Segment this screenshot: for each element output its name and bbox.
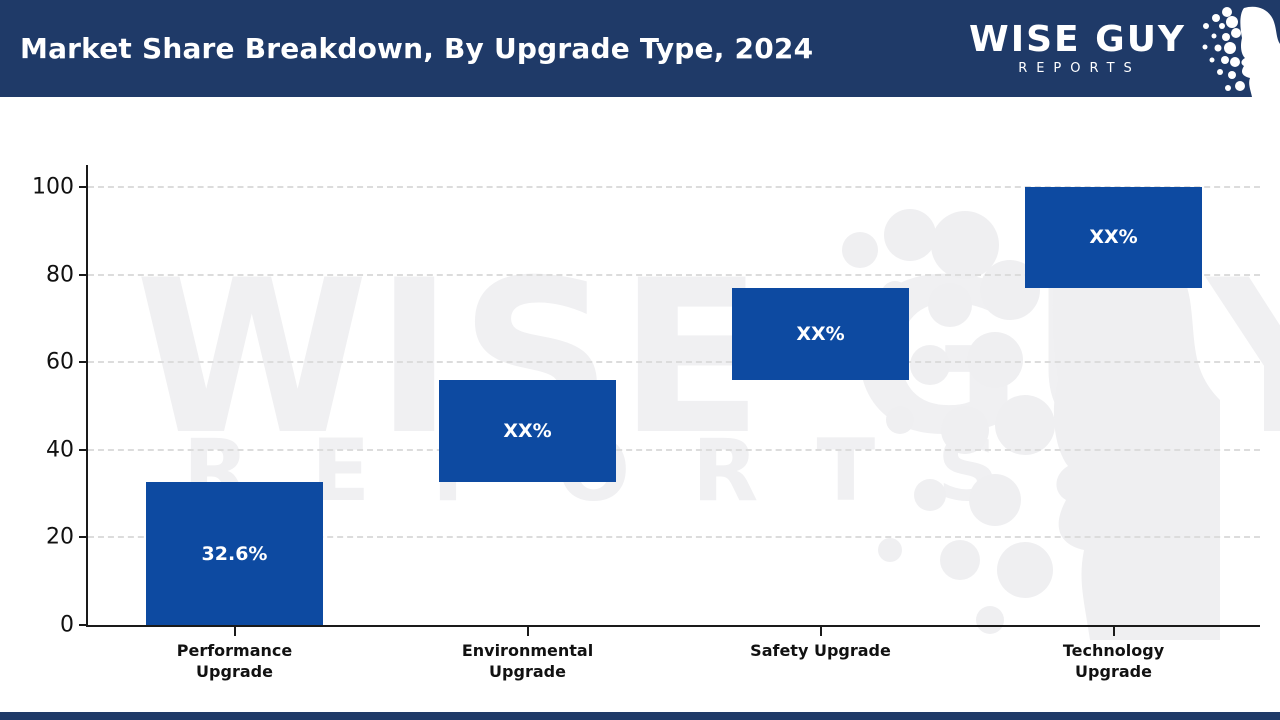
- x-tick-2: [819, 627, 822, 636]
- x-tick-1: [526, 627, 529, 636]
- y-tick-label-100: 100: [32, 174, 74, 200]
- y-tick-label-60: 60: [46, 349, 74, 375]
- footer-bar: [0, 712, 1280, 720]
- y-tick-80: [79, 273, 88, 276]
- x-tick-0: [233, 627, 236, 636]
- gridline-100: [88, 186, 1260, 188]
- category-label-2: Safety Upgrade: [750, 641, 891, 660]
- gridline-60: [88, 361, 1260, 364]
- y-tick-label-40: 40: [46, 437, 74, 463]
- y-tick-100: [79, 186, 88, 188]
- brand-logo: WISE GUY REPORTS: [969, 0, 1280, 97]
- y-tick-label-0: 0: [60, 612, 74, 638]
- y-tick-60: [79, 361, 88, 364]
- gridline-40: [88, 448, 1260, 451]
- y-tick-40: [79, 448, 88, 451]
- y-tick-label-20: 20: [46, 524, 74, 550]
- page-title: Market Share Breakdown, By Upgrade Type,…: [20, 32, 814, 65]
- category-label-3: Technology Upgrade: [1062, 641, 1165, 681]
- gridline-80: [88, 273, 1260, 276]
- bar-value-label: XX%: [796, 322, 845, 345]
- y-tick-0: [79, 624, 88, 626]
- header-bar: Market Share Breakdown, By Upgrade Type,…: [0, 0, 1280, 97]
- y-tick-label-80: 80: [46, 262, 74, 288]
- bar-environmental-upgrade[interactable]: XX%: [439, 379, 616, 483]
- brand-wordmark: WISE GUY REPORTS: [968, 18, 1186, 76]
- bar-value-label: XX%: [1089, 226, 1138, 249]
- y-axis: [86, 165, 88, 627]
- x-axis: [86, 625, 1260, 627]
- category-label-1: Environmental Upgrade: [461, 641, 594, 681]
- gridline-20: [88, 536, 1260, 539]
- brand-name: WISE GUY: [968, 18, 1186, 60]
- bar-performance-upgrade[interactable]: 32.6%: [146, 482, 323, 625]
- category-label-0: Performance Upgrade: [176, 641, 293, 681]
- bar-technology-upgrade[interactable]: XX%: [1025, 187, 1202, 288]
- brand-face-icon: [1202, 6, 1280, 97]
- bar-value-label: 32.6%: [201, 542, 268, 565]
- x-tick-3: [1112, 627, 1115, 636]
- bar-value-label: XX%: [503, 419, 552, 442]
- y-tick-20: [79, 536, 88, 539]
- brand-subtitle: REPORTS: [1018, 60, 1141, 76]
- bar-safety-upgrade[interactable]: XX%: [732, 287, 909, 380]
